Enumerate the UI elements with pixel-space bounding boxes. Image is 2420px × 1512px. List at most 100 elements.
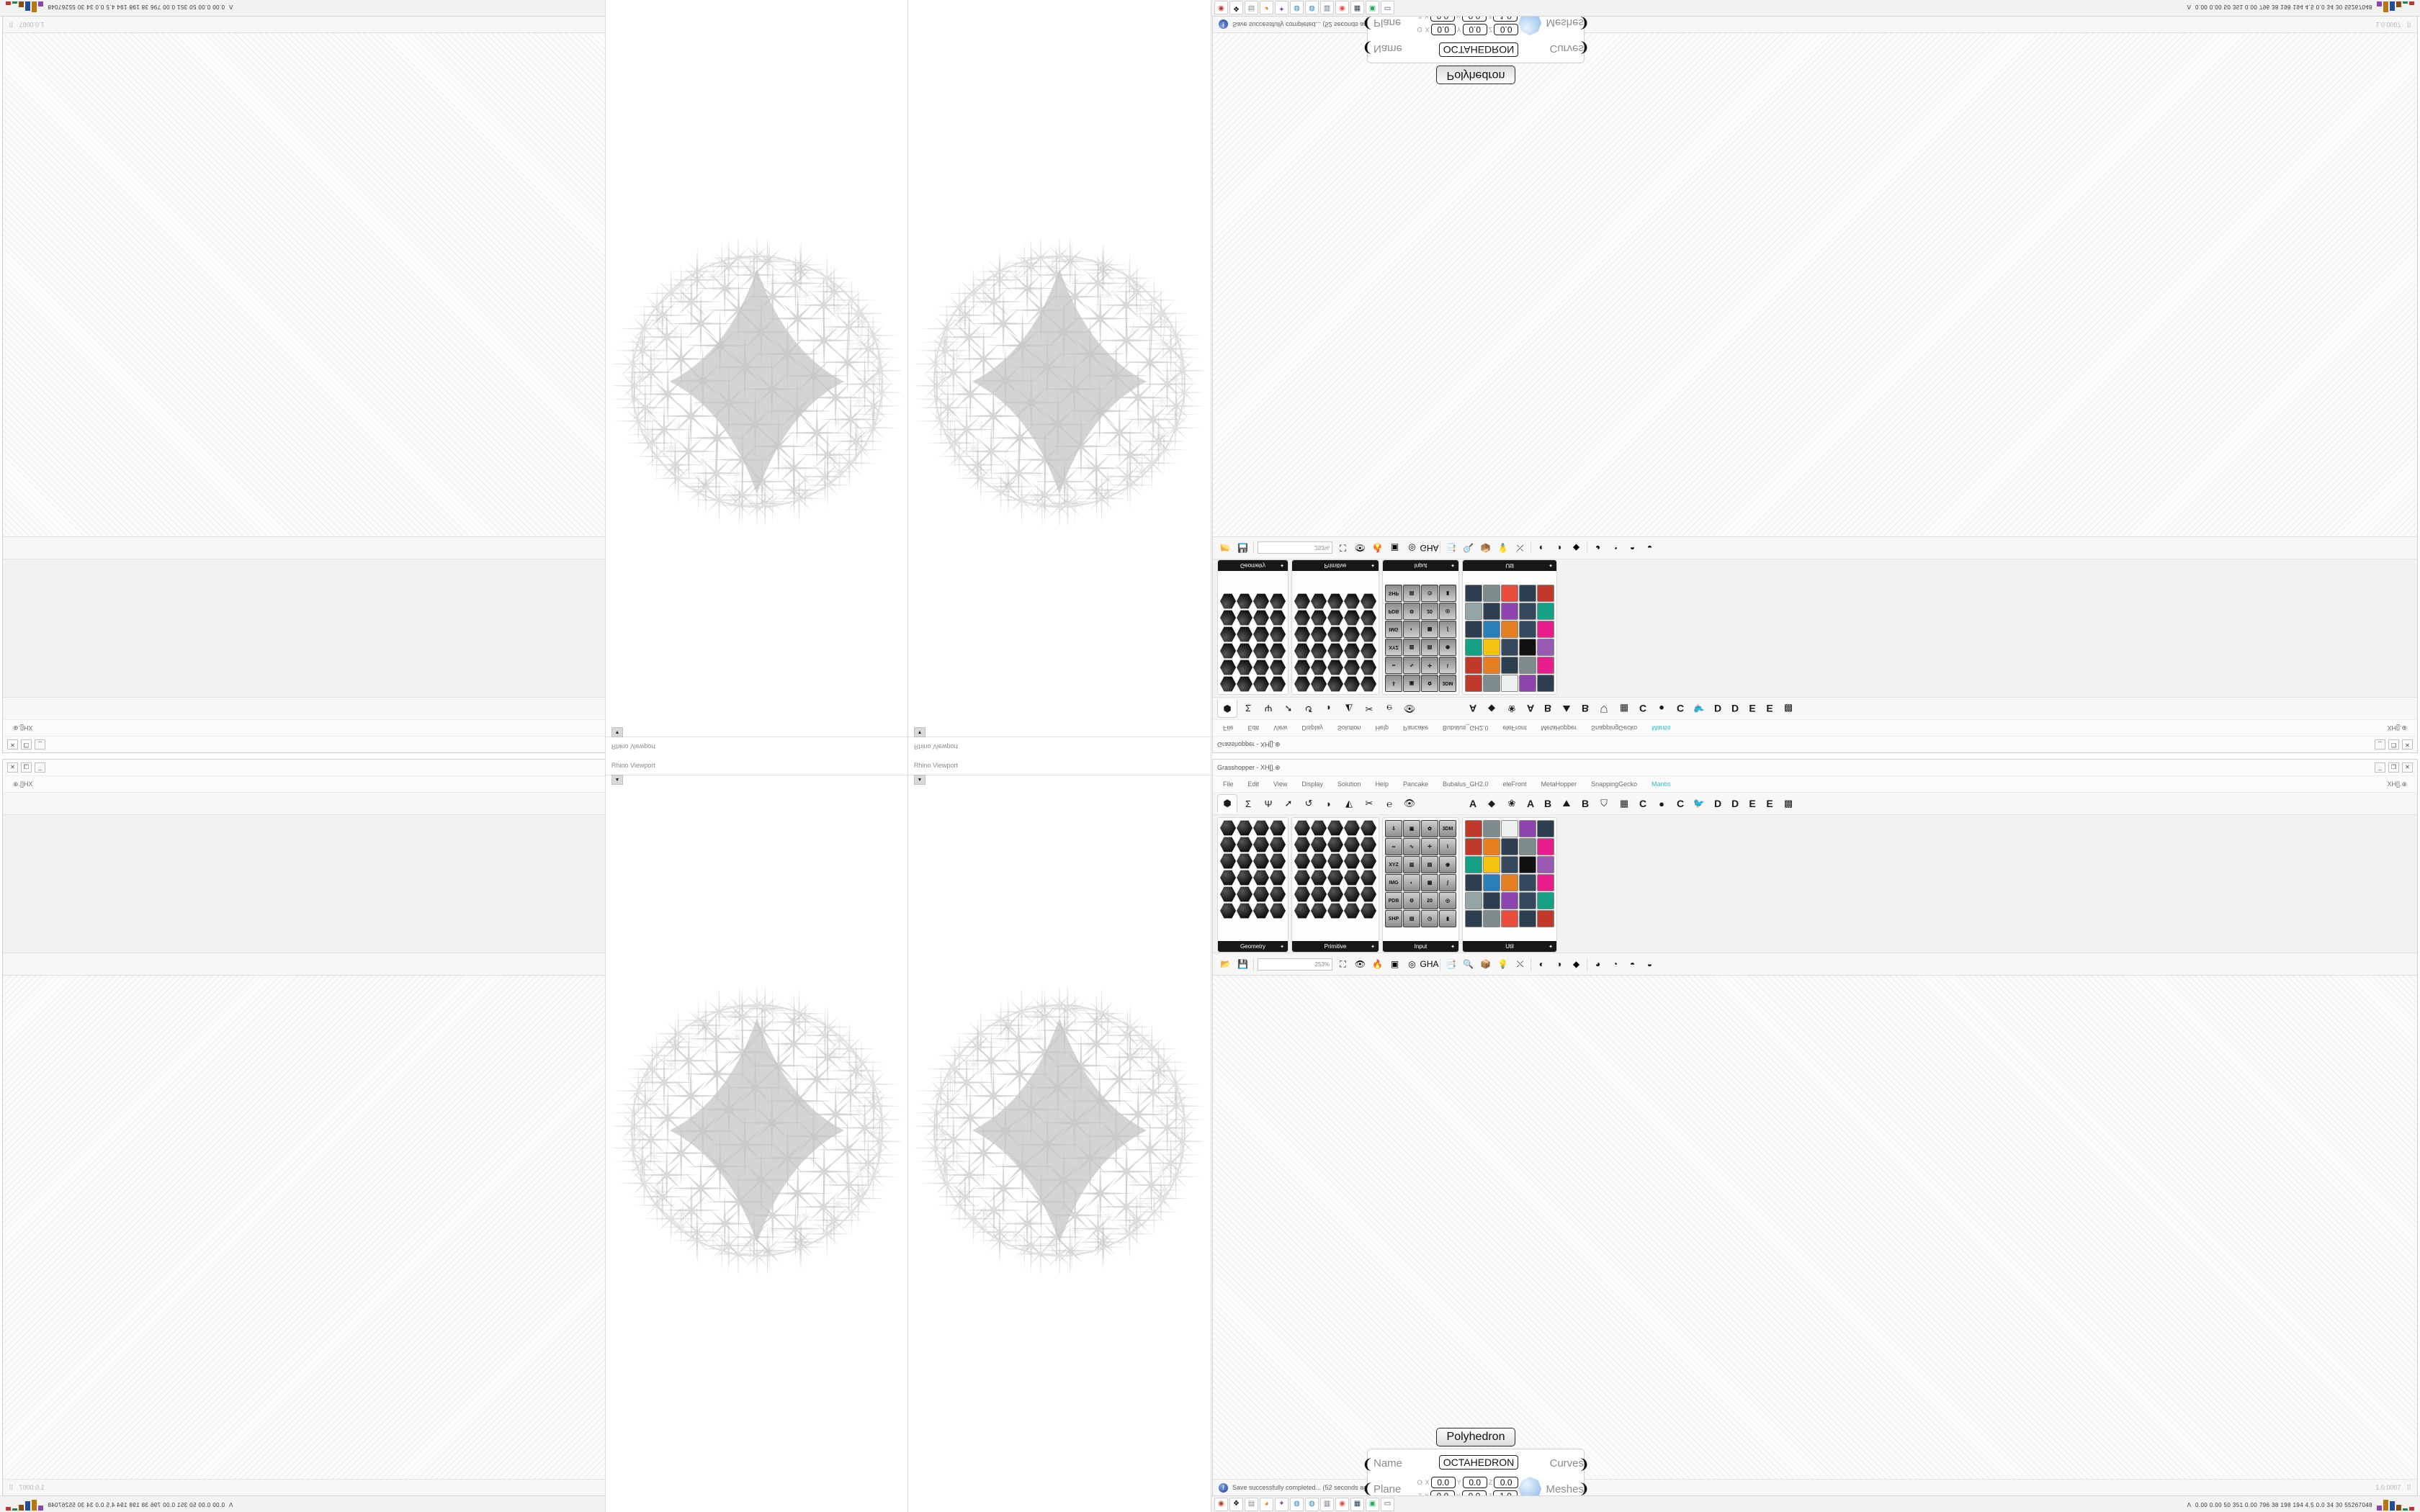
palette-component-icon[interactable] bbox=[1237, 853, 1252, 869]
palette-component-icon[interactable] bbox=[1519, 910, 1536, 927]
palette-component-icon[interactable]: ◉ bbox=[1439, 639, 1456, 656]
taskbar-rhino-icon[interactable]: ◉ bbox=[1214, 1, 1228, 15]
palette-component-icon[interactable] bbox=[1361, 870, 1376, 886]
palette-component-icon[interactable]: ⚙ bbox=[1403, 892, 1420, 909]
ribbon-tab-intersect-tab[interactable]: ✂ bbox=[1365, 798, 1373, 809]
palette-component-icon[interactable] bbox=[1465, 657, 1482, 674]
help-box-icon[interactable]: 📦 bbox=[1480, 543, 1491, 553]
preview-orange-icon[interactable]: ◓ bbox=[1629, 959, 1636, 969]
maximize-icon[interactable]: ❐ bbox=[21, 762, 32, 773]
palette-component-icon[interactable]: IMG bbox=[1385, 874, 1402, 891]
menu-item-edit[interactable]: Edit bbox=[1247, 780, 1260, 788]
palette-name-input[interactable]: Input✦ bbox=[1383, 560, 1458, 571]
palette-component-icon[interactable] bbox=[1361, 643, 1376, 659]
resize-grip-icon[interactable]: ⠿ bbox=[2406, 21, 2411, 29]
menu-item-elefront[interactable]: eleFront bbox=[1502, 724, 1527, 732]
ribbon-tab-plugin-bird-tab[interactable]: 🐦 bbox=[1693, 703, 1706, 714]
palette-expand-icon[interactable]: ✦ bbox=[1451, 944, 1455, 950]
palette-name-geometry[interactable]: Geometry✦ bbox=[1218, 941, 1288, 952]
palette-component-icon[interactable]: ∿ bbox=[1403, 838, 1420, 855]
ribbon-tab-transform-tab[interactable]: ℮ bbox=[1386, 798, 1392, 809]
palette-component-icon[interactable]: ⌇ bbox=[1439, 838, 1456, 855]
palette-component-icon[interactable]: 20 bbox=[1421, 603, 1438, 620]
taskbar-floppy-icon[interactable]: ▦ bbox=[1350, 1497, 1364, 1511]
rhino-viewport-bottom-left[interactable]: Rhino Viewport ▼ bbox=[605, 756, 909, 1512]
palette-component-icon[interactable] bbox=[1483, 856, 1500, 873]
ribbon-tab-vector-tab[interactable]: ➚ bbox=[1284, 798, 1293, 809]
taskbar-display-icon[interactable]: ▭ bbox=[1381, 1, 1394, 15]
scroll-down-icon[interactable]: ▼ bbox=[611, 727, 623, 737]
preview-blue-icon[interactable]: ◒ bbox=[1646, 543, 1653, 553]
palette-component-icon[interactable] bbox=[1483, 675, 1500, 692]
palette-component-icon[interactable] bbox=[1311, 660, 1327, 675]
input-grip-name[interactable]: ❨ bbox=[1362, 40, 1373, 55]
palette-group-primitive[interactable]: Primitive✦ bbox=[1291, 559, 1379, 695]
taskbar-firefox-alt-icon[interactable]: ◕ bbox=[1260, 1, 1273, 15]
palette-component-icon[interactable] bbox=[1220, 593, 1236, 609]
menu-item-metahopper[interactable]: MetaHopper bbox=[1541, 724, 1577, 732]
palette-component-icon[interactable] bbox=[1465, 621, 1482, 638]
palette-component-icon[interactable] bbox=[1537, 639, 1554, 656]
palette-icon-grid[interactable]: ⇩▣✿3DM∞∿✛⌇XYZ▥▤◉IMG◐▦∫PDB⚙20◎SHP▤◷▮ bbox=[1385, 585, 1456, 692]
menu-item-bubalus-gh2-0[interactable]: Bubalus_GH2.0 bbox=[1442, 780, 1489, 788]
open-file-icon[interactable]: 📂 bbox=[1220, 543, 1231, 553]
palette-component-icon[interactable] bbox=[1237, 643, 1252, 659]
palette-component-icon[interactable] bbox=[1311, 837, 1327, 852]
ribbon-tab-display-tab[interactable]: 👁 bbox=[1403, 703, 1416, 714]
palette-component-icon[interactable] bbox=[1294, 610, 1310, 626]
palette-component-icon[interactable] bbox=[1327, 870, 1343, 886]
palette-expand-icon[interactable]: ✦ bbox=[1280, 562, 1284, 568]
menu-item-elefront[interactable]: eleFront bbox=[1502, 780, 1527, 788]
palette-component-icon[interactable] bbox=[1253, 903, 1269, 919]
shuffle-icon[interactable]: ⤬ bbox=[1516, 958, 1524, 969]
palette-component-icon[interactable]: ▮ bbox=[1439, 585, 1456, 602]
menu-item-file[interactable]: File bbox=[1223, 780, 1234, 788]
palette-component-icon[interactable] bbox=[1501, 585, 1518, 602]
input-grip-name[interactable]: ❨ bbox=[1362, 1457, 1373, 1472]
ribbon-tab-plugin-d2-tab[interactable]: D bbox=[1731, 703, 1739, 714]
menu-item-solution[interactable]: Solution bbox=[1337, 780, 1361, 788]
palette-component-icon[interactable]: SHP bbox=[1385, 585, 1402, 602]
palette-component-icon[interactable] bbox=[1253, 593, 1269, 609]
palette-component-icon[interactable] bbox=[1327, 610, 1343, 626]
output-grip-curves[interactable]: ❩ bbox=[1578, 1457, 1590, 1472]
resize-grip-icon[interactable]: ⠿ bbox=[2406, 1483, 2411, 1491]
taskbar-calculator-icon[interactable]: ▥ bbox=[1320, 1497, 1334, 1511]
output-grip-curves[interactable]: ❩ bbox=[1578, 40, 1590, 55]
menu-item-solution[interactable]: Solution bbox=[1337, 724, 1361, 732]
palette-component-icon[interactable]: ✿ bbox=[1421, 820, 1438, 837]
palette-component-icon[interactable] bbox=[1501, 892, 1518, 909]
palette-component-icon[interactable] bbox=[1294, 626, 1310, 642]
palette-component-icon[interactable] bbox=[1344, 610, 1360, 626]
ribbon-tab-mesh-tab[interactable]: ◭ bbox=[1345, 703, 1353, 714]
palette-name-input[interactable]: Input✦ bbox=[1383, 941, 1458, 952]
taskbar-palette-a-icon[interactable]: ◍ bbox=[1290, 1, 1304, 15]
scroll-down-icon[interactable]: ▼ bbox=[611, 775, 623, 785]
palette-component-icon[interactable] bbox=[1237, 886, 1252, 902]
ribbon-tab-plugin-dot-tab[interactable]: ● bbox=[1659, 798, 1664, 809]
palette-component-icon[interactable] bbox=[1253, 660, 1269, 675]
ribbon-tab-plugin-e2-tab[interactable]: E bbox=[1766, 798, 1773, 809]
palette-component-icon[interactable] bbox=[1465, 675, 1482, 692]
gh-canvas[interactable]: Relay 0ms Polyhedron ❨ ❨ ❨ ❩ ❩ ❩ bbox=[1213, 0, 2417, 536]
palette-component-icon[interactable] bbox=[1501, 910, 1518, 927]
palette-component-icon[interactable]: ▤ bbox=[1421, 856, 1438, 873]
ribbon-tab-maths-tab[interactable]: Σ bbox=[1245, 798, 1252, 809]
resize-grip-icon[interactable]: ⠿ bbox=[9, 21, 14, 29]
palette-component-icon[interactable] bbox=[1253, 676, 1269, 692]
palette-component-icon[interactable] bbox=[1311, 820, 1327, 836]
gh-canvas[interactable]: Relay 0ms Polyhedron ❨ ❨ ❨ ❩ ❩ ❩ bbox=[1213, 976, 2417, 1512]
ribbon-tab-surface-tab[interactable]: ◗ bbox=[1326, 798, 1332, 809]
preview-orange-icon[interactable]: ◓ bbox=[1629, 543, 1636, 553]
palette-component-icon[interactable] bbox=[1361, 626, 1376, 642]
ribbon-tab-plugin-d-tab[interactable]: D bbox=[1713, 798, 1722, 809]
palette-component-icon[interactable] bbox=[1253, 626, 1269, 642]
ribbon-tab-plugin-b-tab[interactable]: B bbox=[1543, 798, 1552, 809]
component-palettes[interactable]: Geometry✦Primitive✦⇩▣✿3DM∞∿✛⌇XYZ▥▤◉IMG◐▦… bbox=[1213, 815, 2417, 953]
ribbon-tab-plugin-d2-tab[interactable]: D bbox=[1731, 798, 1739, 809]
menu-item-file[interactable]: File bbox=[1223, 724, 1234, 732]
palette-component-icon[interactable] bbox=[1483, 621, 1500, 638]
viewport-scroll-arrows[interactable]: ▼ bbox=[611, 727, 623, 737]
palette-component-icon[interactable] bbox=[1311, 870, 1327, 886]
minimize-icon[interactable]: _ bbox=[2375, 762, 2385, 773]
